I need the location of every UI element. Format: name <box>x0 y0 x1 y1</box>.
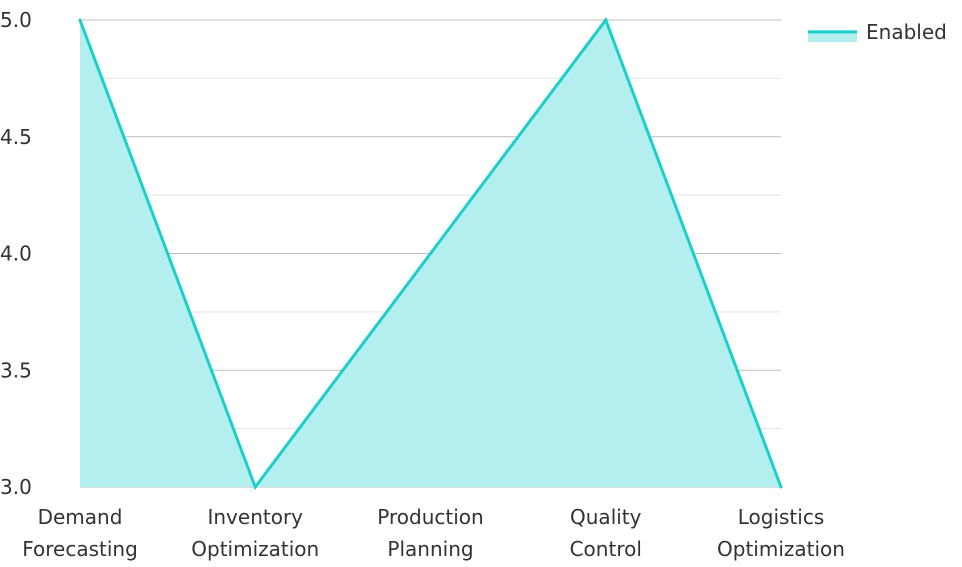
y-axis-tick-labels: 3.0 3.5 4.0 4.5 5.0 <box>0 8 32 499</box>
x-category-label-line: Production <box>377 505 483 529</box>
x-axis-category-labels: Demand Forecasting Inventory Optimization Pr… <box>22 505 845 561</box>
y-tick-label: 4.5 <box>0 125 32 149</box>
x-category-label: Production Planning <box>377 505 483 561</box>
y-tick-label: 5.0 <box>0 8 32 32</box>
data-point-4[interactable] <box>779 485 783 489</box>
series-line-layer <box>78 16 783 491</box>
x-category-label-line: Optimization <box>191 537 319 561</box>
data-point-2[interactable] <box>429 252 432 255</box>
data-point-3[interactable] <box>604 18 608 22</box>
x-category-label: Logistics Optimization <box>717 505 845 561</box>
x-category-label-line: Inventory <box>207 505 303 529</box>
x-category-label: Quality Control <box>570 505 642 561</box>
x-category-label: Demand Forecasting <box>22 505 138 561</box>
x-category-label-line: Planning <box>387 537 473 561</box>
x-category-label-line: Logistics <box>738 505 825 529</box>
legend-label-enabled[interactable]: Enabled <box>866 20 947 44</box>
x-category-label-line: Demand <box>38 505 123 529</box>
legend: Enabled <box>808 20 947 44</box>
data-point-1[interactable] <box>253 485 257 489</box>
x-category-label-line: Forecasting <box>22 537 138 561</box>
x-category-label-line: Optimization <box>717 537 845 561</box>
x-category-label-line: Quality <box>570 505 642 529</box>
data-point-0[interactable] <box>78 18 82 22</box>
x-category-label: Inventory Optimization <box>191 505 319 561</box>
y-tick-label: 4.0 <box>0 242 32 266</box>
x-category-label-line: Control <box>570 537 642 561</box>
y-tick-label: 3.5 <box>0 358 32 382</box>
y-tick-label: 3.0 <box>0 475 32 499</box>
